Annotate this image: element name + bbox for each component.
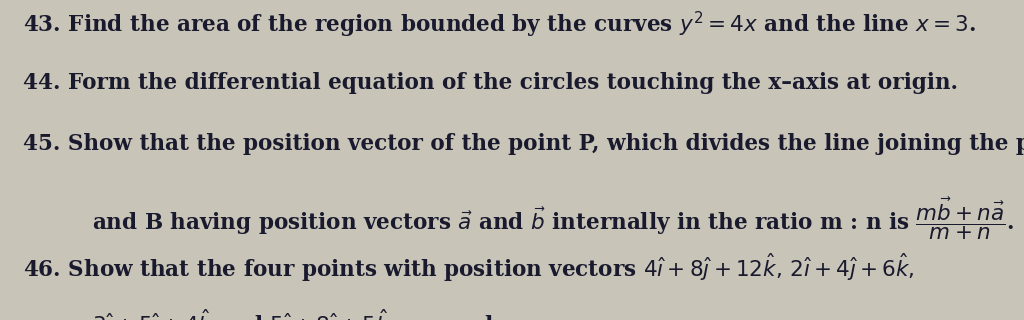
Text: 43. Find the area of the region bounded by the curves $y^2=4x$ and the line $x=3: 43. Find the area of the region bounded …: [23, 10, 976, 40]
Text: 46. Show that the four points with position vectors $4\hat{\imath}+8\hat{\jmath}: 46. Show that the four points with posit…: [23, 251, 914, 284]
Text: $3\hat{\imath}+5\hat{\jmath}+4\hat{k}$ and $5\hat{\imath}+8\hat{\jmath}+5\hat{k}: $3\hat{\imath}+5\hat{\jmath}+4\hat{k}$ a…: [92, 307, 555, 320]
Text: and B having position vectors $\vec{a}$ and $\vec{b}$ internally in the ratio m : and B having position vectors $\vec{a}$ …: [92, 195, 1015, 242]
Text: 44. Form the differential equation of the circles touching the x–axis at origin.: 44. Form the differential equation of th…: [23, 72, 957, 94]
Text: 45. Show that the position vector of the point P, which divides the line joining: 45. Show that the position vector of the…: [23, 133, 1024, 155]
